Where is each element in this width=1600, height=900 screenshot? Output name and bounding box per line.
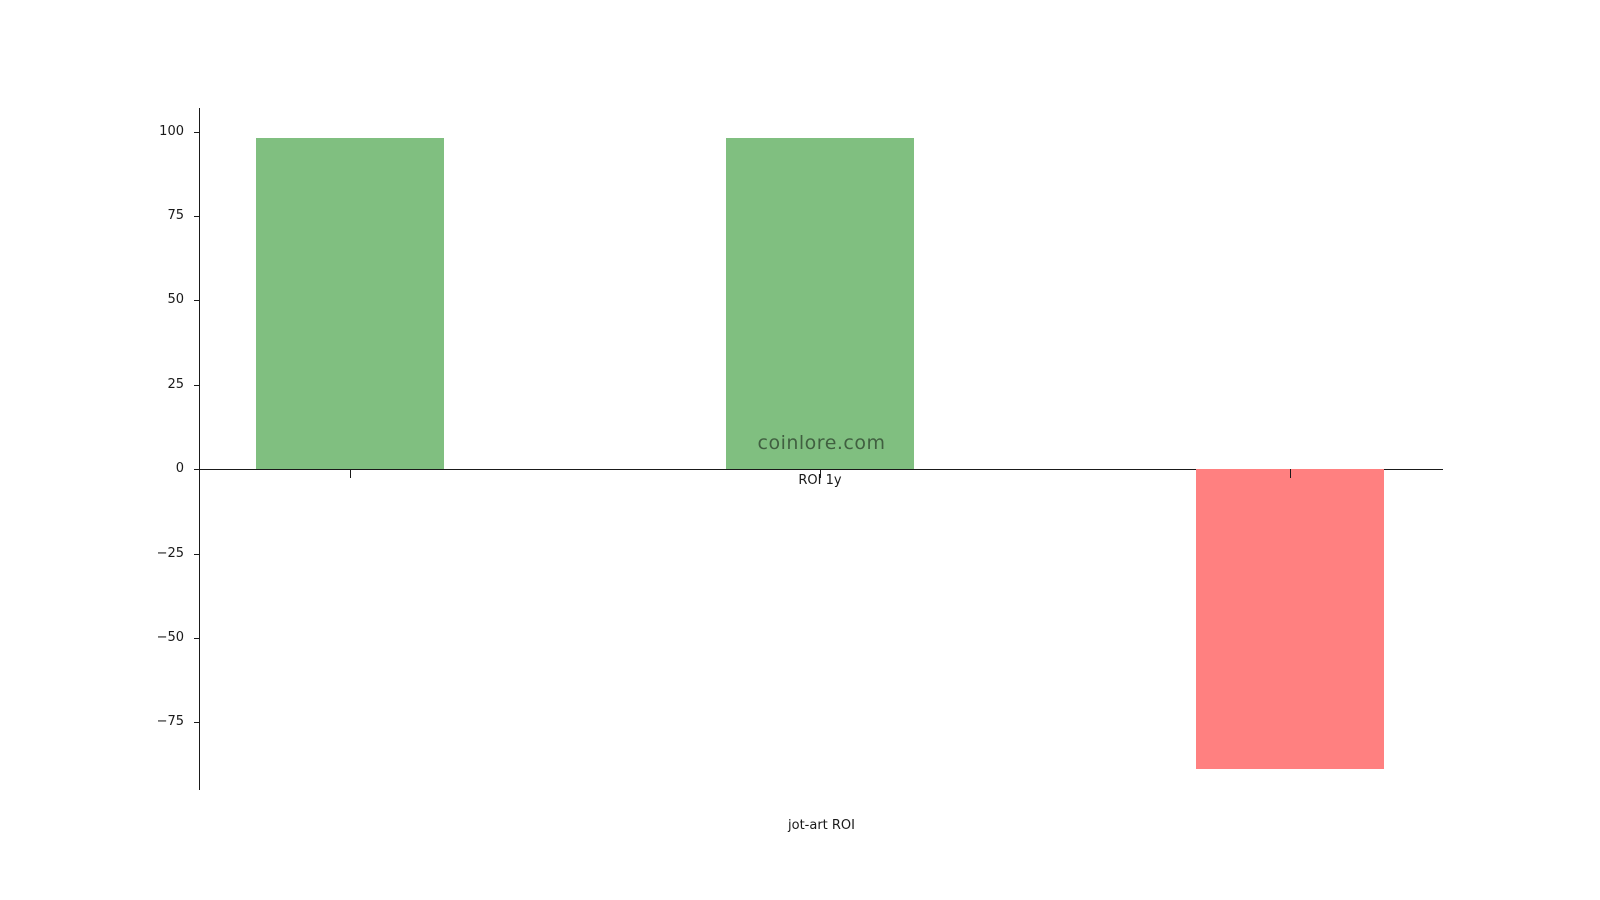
y-tick-label: −25: [156, 545, 184, 561]
y-tick-mark: [194, 300, 199, 302]
y-tick-label: −50: [156, 630, 184, 646]
y-tick-label: 50: [167, 292, 184, 308]
x-tick-mark: [1290, 469, 1291, 479]
y-tick-mark: [194, 216, 199, 218]
y-tick-mark: [194, 553, 199, 555]
y-tick-mark: [194, 384, 199, 386]
y-tick-label: −75: [156, 714, 184, 730]
plot-area: 100 75 50 25 0 −25 −50 −75 ROI 1y coinlore.com: [157, 108, 1443, 790]
y-axis-line: [199, 108, 200, 790]
y-tick-label: 100: [159, 123, 184, 139]
y-tick-mark: [194, 722, 199, 724]
y-tick-mark: [194, 638, 199, 640]
bar-1: [256, 138, 444, 470]
x-tick-mark: [350, 469, 351, 479]
y-tick-label: 75: [167, 208, 184, 224]
x-axis-zero-line: [200, 469, 1443, 471]
y-tick-mark: [194, 469, 199, 471]
x-tick-mark: [820, 469, 821, 479]
bar-3: [1196, 469, 1384, 769]
bar-2: [726, 138, 914, 470]
y-tick-label: 25: [167, 376, 184, 392]
y-tick-label: 0: [175, 461, 184, 477]
watermark-text: coinlore.com: [757, 432, 886, 455]
chart-title: jot-art ROI: [788, 818, 855, 833]
y-tick-mark: [194, 131, 199, 133]
x-tick-label: ROI 1y: [798, 473, 842, 489]
